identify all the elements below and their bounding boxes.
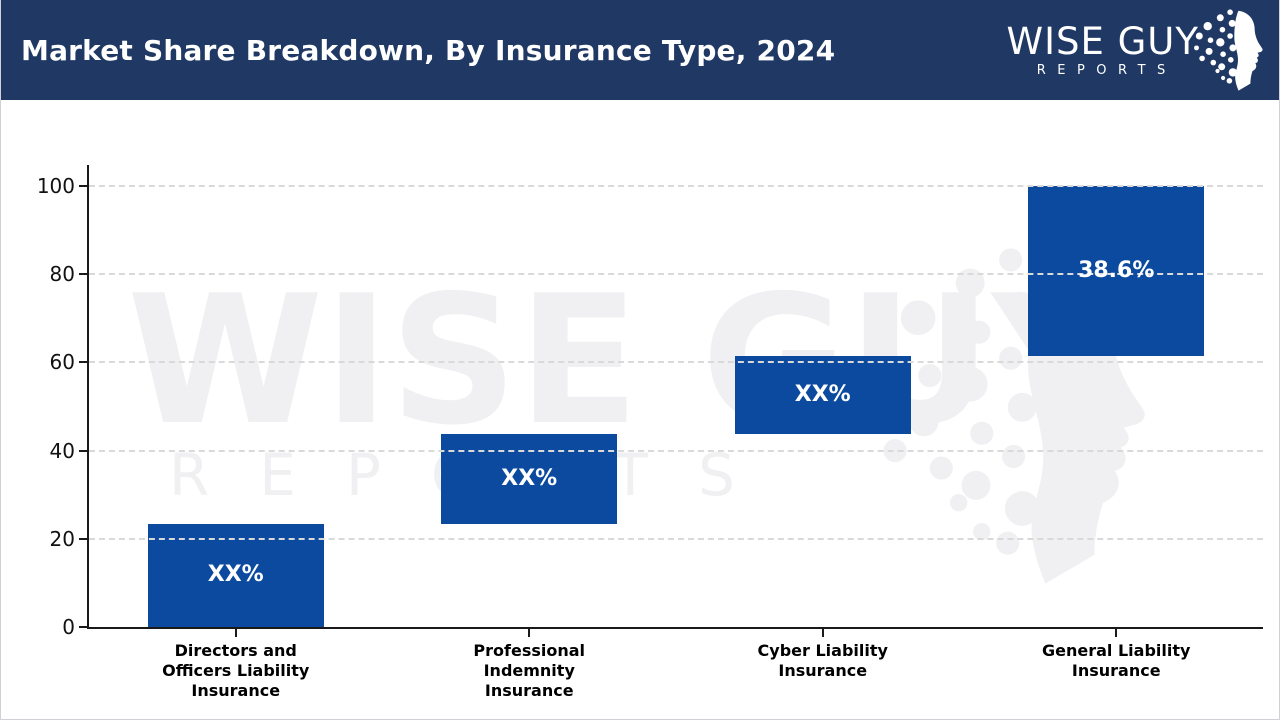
y-tick-label-0: 0	[62, 615, 75, 639]
category-label-line: Officers Liability	[162, 661, 310, 680]
x-axis-line	[87, 627, 1263, 629]
y-tick-0	[79, 626, 87, 628]
header-bar: Market Share Breakdown, By Insurance Typ…	[1, 0, 1279, 100]
y-tick-label-60: 60	[49, 350, 75, 375]
bar-value-label-0: XX%	[207, 562, 264, 588]
gridline-60	[89, 361, 1263, 364]
category-label-line: Insurance	[778, 661, 868, 680]
page-title: Market Share Breakdown, By Insurance Typ…	[21, 33, 836, 67]
gridline-20	[89, 537, 1263, 540]
bar-0	[147, 523, 324, 627]
category-label-line: General Liability	[1042, 641, 1191, 660]
y-tick-label-40: 40	[49, 438, 75, 463]
wiseguy-head-icon	[1194, 9, 1263, 91]
bar-1	[441, 433, 618, 524]
gridline-40	[89, 449, 1263, 452]
y-tick-100	[79, 185, 87, 187]
category-label-line: Insurance	[191, 681, 281, 700]
y-tick-label-20: 20	[49, 526, 75, 551]
category-label-2: Cyber Liability Insurance	[699, 641, 946, 681]
category-label-line: Directors and	[174, 641, 297, 660]
y-tick-label-80: 80	[49, 262, 75, 287]
y-tick-label-100: 100	[36, 174, 75, 198]
gridline-80	[89, 273, 1263, 276]
bar-value-label-3: 38.6%	[1078, 258, 1155, 284]
gridline-100	[89, 185, 1263, 187]
category-label-line: Cyber Liability	[757, 641, 888, 660]
x-tick-1	[528, 629, 531, 637]
logo-line2: REPORTS	[1036, 63, 1177, 78]
logo-line1: WISE GUY	[1006, 20, 1199, 63]
bar-3	[1028, 186, 1205, 357]
y-tick-40	[79, 449, 87, 452]
y-tick-80	[79, 273, 87, 276]
watermark-text-line1: WISE GUY	[127, 257, 1121, 464]
logo-text: WISE GUY REPORTS	[1007, 23, 1199, 77]
category-label-line: Insurance	[484, 681, 574, 700]
y-axis-line	[87, 165, 89, 627]
wiseguy-logo: WISE GUY REPORTS	[1007, 8, 1271, 92]
y-tick-60	[79, 361, 87, 364]
category-label-line: Insurance	[1071, 661, 1161, 680]
x-tick-3	[1115, 629, 1118, 637]
bar-2	[734, 356, 911, 434]
category-label-1: Professional Indemnity Insurance	[406, 641, 653, 701]
bar-value-label-2: XX%	[794, 382, 851, 408]
category-label-3: General Liability Insurance	[993, 641, 1240, 681]
category-label-line: Professional	[473, 641, 586, 660]
bar-value-label-1: XX%	[501, 465, 558, 491]
x-tick-2	[821, 629, 824, 637]
x-tick-0	[234, 629, 237, 637]
category-label-line: Indemnity	[483, 661, 575, 680]
y-tick-20	[79, 537, 87, 540]
category-label-0: Directors and Officers Liability Insurance	[112, 641, 359, 701]
